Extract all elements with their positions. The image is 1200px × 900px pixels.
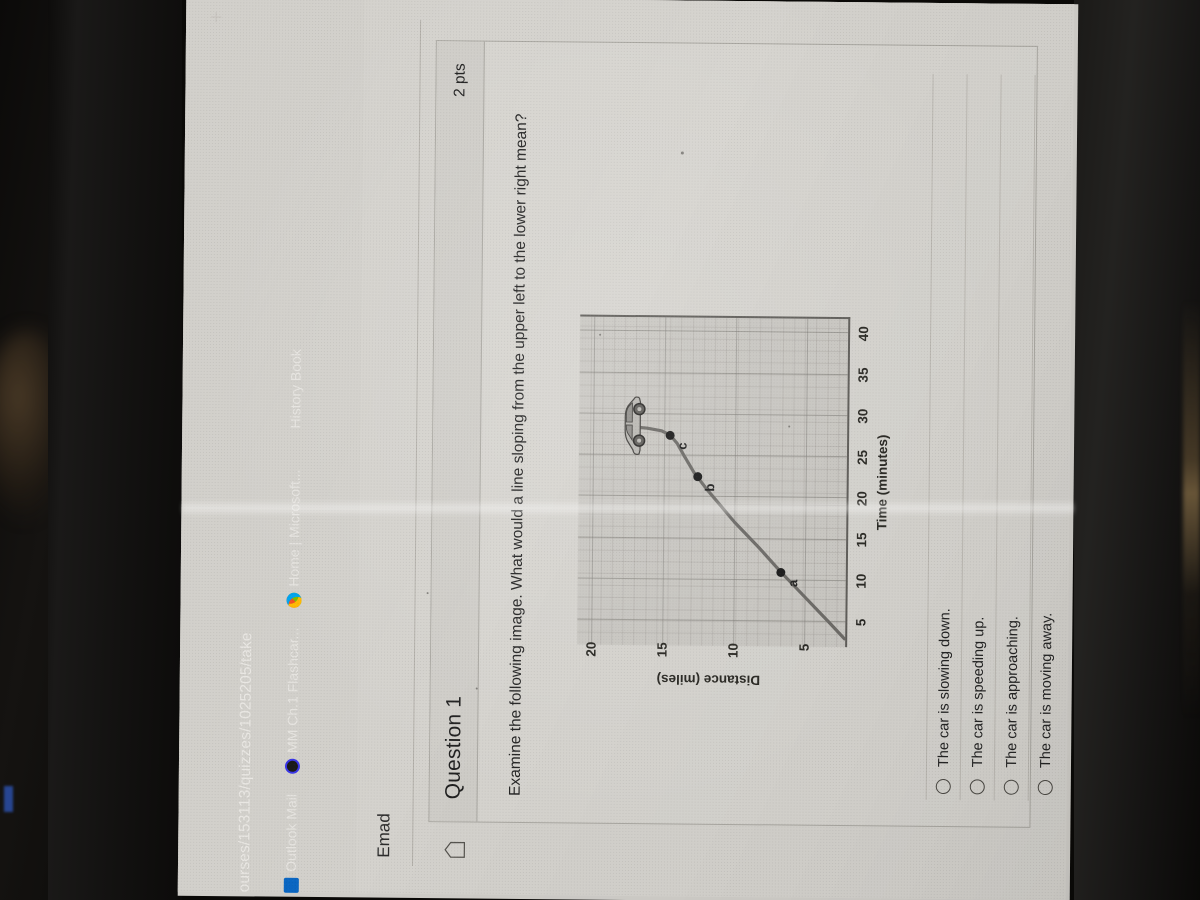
question-body: Examine the following image. What would … xyxy=(477,42,1069,822)
chart-x-tick: 5 xyxy=(853,618,869,627)
chart-distance-curve xyxy=(627,424,846,641)
new-tab-button[interactable]: + xyxy=(205,10,229,24)
browser-chrome: + ourses/153113/quizzes/1025205/take Out… xyxy=(178,0,365,893)
chart-x-axis-label: Time (minutes) xyxy=(874,434,891,531)
answer-label: The car is approaching. xyxy=(1003,616,1021,768)
chart-x-tick: 10 xyxy=(853,573,869,589)
radio-button[interactable] xyxy=(1003,779,1019,795)
chart-x-tick: 25 xyxy=(854,449,871,466)
bookmark-history-book[interactable]: History Book xyxy=(287,349,304,450)
chart-point-label-b: b xyxy=(702,483,718,492)
question-header: Question 1 2 pts xyxy=(429,41,485,822)
chart-x-tick: 35 xyxy=(855,367,871,383)
chart-point-label-a: a xyxy=(785,579,801,588)
chart-data-points: a b c xyxy=(571,302,800,702)
radio-button[interactable] xyxy=(1037,779,1053,796)
browser-tab-strip-background xyxy=(48,0,182,900)
user-name: Emad xyxy=(374,813,394,858)
question-text: Examine the following image. What would … xyxy=(506,113,531,797)
bookmark-mm-flashcards[interactable]: MM Ch.1 Flashcar... xyxy=(284,627,302,775)
photo-dust-speck xyxy=(475,687,478,690)
chart-tick-layer: 5 10 15 20 5 10 15 20 25 30 35 40 xyxy=(571,302,871,702)
answer-label: The car is slowing down. xyxy=(935,608,953,768)
photo-dust-speck xyxy=(788,425,791,428)
chart-x-tick: 30 xyxy=(855,408,871,424)
microsoft-favicon xyxy=(285,592,302,608)
bookmark-label: MM Ch.1 Flashcar... xyxy=(284,627,302,754)
answer-options: The car is slowing down. The car is spee… xyxy=(925,73,1069,802)
taskbar-blue-indicator xyxy=(4,786,13,812)
answer-option-3[interactable]: The car is moving away. xyxy=(1027,74,1069,802)
chart-point-b xyxy=(693,472,703,482)
answer-label: The car is moving away. xyxy=(1037,612,1055,769)
bookmark-label: History Book xyxy=(287,349,304,429)
rotated-browser-page: + ourses/153113/quizzes/1025205/take Out… xyxy=(177,0,1075,900)
bookmark-flag-icon[interactable] xyxy=(444,841,466,858)
chart-point-c xyxy=(665,430,675,440)
question-title: Question 1 xyxy=(441,695,466,800)
flashcard-favicon xyxy=(284,758,300,775)
background-door-glint xyxy=(1183,300,1200,720)
bookmark-label: Outlook Mail xyxy=(282,793,300,872)
bookmark-label: Home | Microsoft... xyxy=(285,469,303,587)
bookmarks-bar: Outlook Mail MM Ch.1 Flashcar... Home | … xyxy=(274,0,317,893)
photo-dust-speck xyxy=(599,333,602,336)
question-points: 2 pts xyxy=(450,63,469,98)
chart-point-a xyxy=(776,567,786,577)
right-dark-background xyxy=(1074,0,1200,900)
chart-y-axis-label: Distance (miles) xyxy=(656,671,761,688)
address-bar[interactable]: ourses/153113/quizzes/1025205/take xyxy=(235,632,256,893)
photo-dust-speck xyxy=(680,151,684,155)
answer-label: The car is speeding up. xyxy=(969,616,987,768)
bookmark-outlook-mail[interactable]: Outlook Mail xyxy=(283,794,300,893)
canvas-quiz-page: Emad Question 1 2 pts Examine the follow… xyxy=(355,0,1075,900)
chart-point-label-c: c xyxy=(674,442,690,450)
car-icon xyxy=(624,396,646,456)
chart-x-tick: 15 xyxy=(854,532,870,548)
distance-time-chart: 5 10 15 20 5 10 15 20 25 30 35 40 Time (minutes) Di… xyxy=(571,302,920,705)
question-card: Question 1 2 pts Examine the following i… xyxy=(428,40,1069,828)
photo-dust-speck xyxy=(426,592,429,595)
outlook-favicon xyxy=(283,877,299,893)
laptop-screen: + ourses/153113/quizzes/1025205/take Out… xyxy=(177,0,1079,900)
radio-button[interactable] xyxy=(969,779,985,795)
radio-button[interactable] xyxy=(935,778,951,795)
no-favicon xyxy=(287,434,302,449)
header-divider xyxy=(411,19,422,866)
chart-x-tick: 20 xyxy=(854,491,870,507)
bookmark-home-microsoft[interactable]: Home | Microsoft... xyxy=(285,469,303,608)
chart-x-tick: 40 xyxy=(856,326,872,342)
